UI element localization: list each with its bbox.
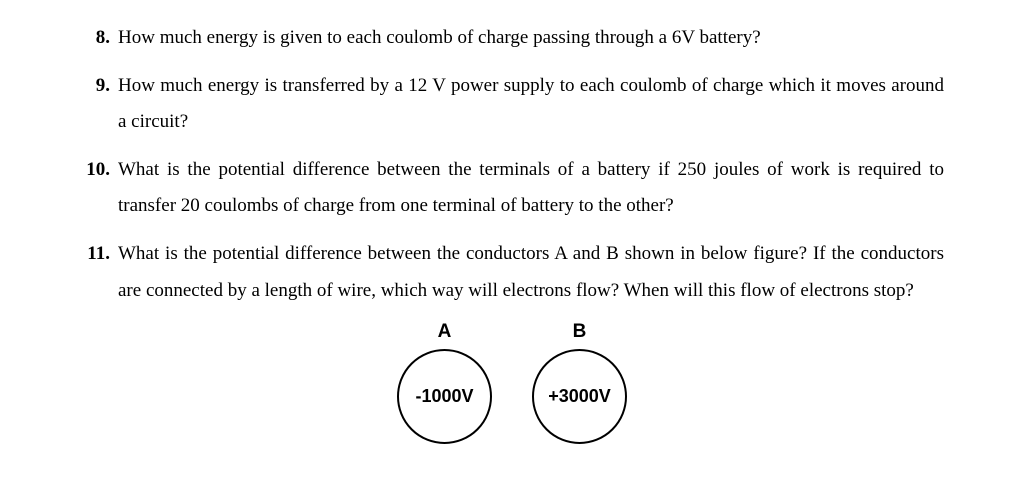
question-text: What is the potential difference between… — [118, 152, 944, 224]
question-text: How much energy is given to each coulomb… — [118, 20, 944, 56]
question-item: 8. How much energy is given to each coul… — [80, 20, 944, 56]
question-item: 11. What is the potential difference bet… — [80, 236, 944, 308]
conductor-b: B +3000V — [532, 321, 627, 444]
conductor-a-circle: -1000V — [397, 349, 492, 444]
question-number: 10. — [80, 152, 110, 224]
question-text: What is the potential difference between… — [118, 236, 944, 308]
question-number: 9. — [80, 68, 110, 140]
conductor-b-voltage: +3000V — [548, 386, 611, 407]
question-number: 8. — [80, 20, 110, 56]
question-text: How much energy is transferred by a 12 V… — [118, 68, 944, 140]
question-number: 11. — [80, 236, 110, 308]
conductor-a: A -1000V — [397, 321, 492, 444]
question-item: 10. What is the potential difference bet… — [80, 152, 944, 224]
question-list: 8. How much energy is given to each coul… — [80, 20, 944, 309]
conductor-b-circle: +3000V — [532, 349, 627, 444]
question-item: 9. How much energy is transferred by a 1… — [80, 68, 944, 140]
conductor-figure: A -1000V B +3000V — [80, 321, 944, 444]
conductor-b-label: B — [573, 321, 587, 343]
conductor-a-label: A — [438, 321, 452, 343]
conductor-a-voltage: -1000V — [415, 386, 473, 407]
